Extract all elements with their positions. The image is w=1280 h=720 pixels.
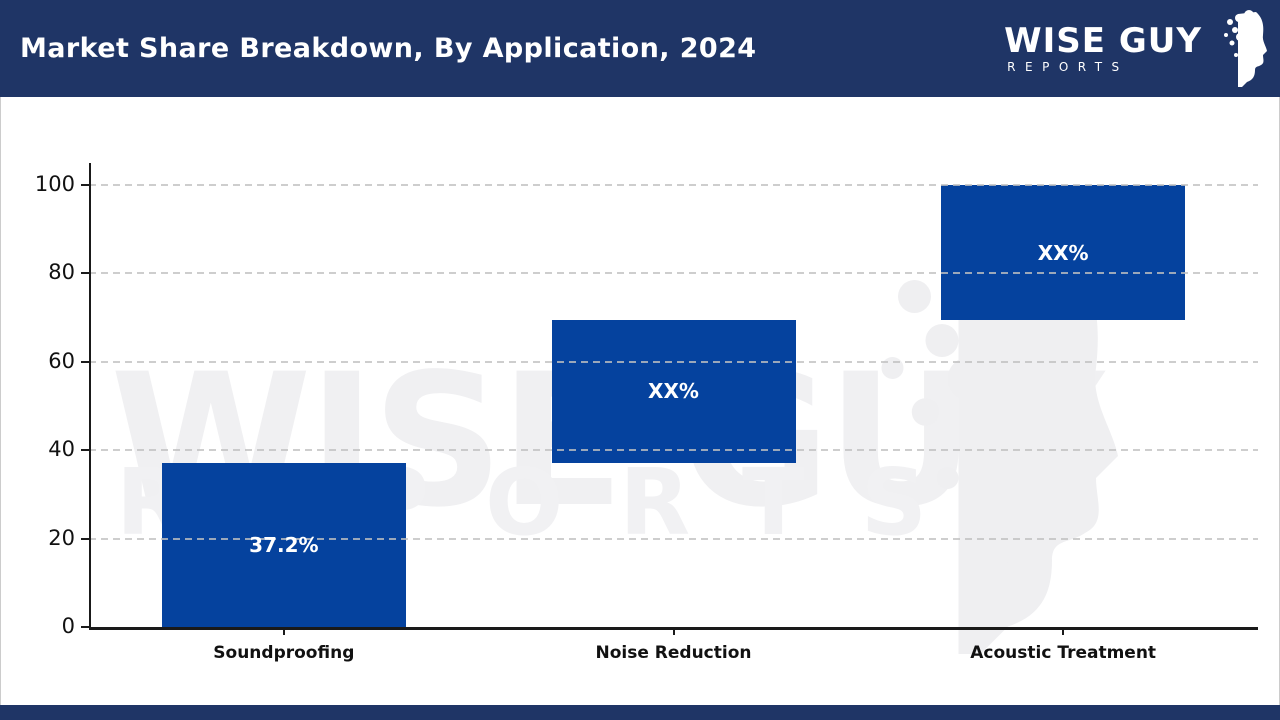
bar-value-label: 37.2% [249, 532, 319, 557]
bar [551, 320, 796, 463]
bar [161, 462, 406, 627]
page-title: Market Share Breakdown, By Application, … [20, 33, 757, 64]
bar [941, 185, 1186, 321]
x-category-label: Soundproofing [213, 643, 355, 663]
y-tick-label: 20 [48, 525, 75, 550]
h-gridline [89, 537, 1258, 540]
h-gridline [89, 360, 1258, 363]
header-bar: Market Share Breakdown, By Application, … [0, 0, 1280, 97]
y-tick-label: 80 [48, 260, 75, 285]
h-gridline [89, 449, 1258, 452]
y-tick-label: 60 [48, 348, 75, 373]
chart-plot-area: 0 20 40 60 80 100 37.2% Soundproofing XX% Noise R… [35, 163, 1258, 663]
h-gridline [89, 272, 1258, 275]
x-tick-mark [1062, 627, 1065, 635]
x-tick-mark [672, 627, 675, 635]
x-category-label: Noise Reduction [595, 643, 752, 663]
bar-value-label: XX% [1037, 240, 1089, 265]
y-tick-label: 0 [61, 614, 75, 638]
footer-bar [0, 705, 1280, 720]
x-tick-mark [282, 627, 285, 635]
brand-logo: WISE GUY REPORTS [1004, 6, 1268, 92]
brand-name: WISE GUY [1004, 20, 1202, 61]
y-tick-mark [81, 272, 89, 275]
y-tick-label: 40 [48, 437, 75, 462]
brand-subtitle: REPORTS [1007, 60, 1129, 75]
brand-logo-text: WISE GUY REPORTS [1004, 20, 1202, 75]
x-category-label: Acoustic Treatment [970, 643, 1157, 663]
y-tick-mark [81, 184, 89, 186]
y-tick-mark [81, 360, 89, 363]
y-tick-mark [81, 449, 89, 452]
y-axis-line [89, 163, 91, 629]
brand-head-icon [1224, 10, 1267, 87]
y-tick-label: 100 [34, 172, 75, 196]
bar-value-label: XX% [648, 379, 699, 404]
y-tick-mark [81, 626, 89, 628]
y-tick-mark [81, 537, 89, 540]
h-gridline [89, 184, 1258, 186]
